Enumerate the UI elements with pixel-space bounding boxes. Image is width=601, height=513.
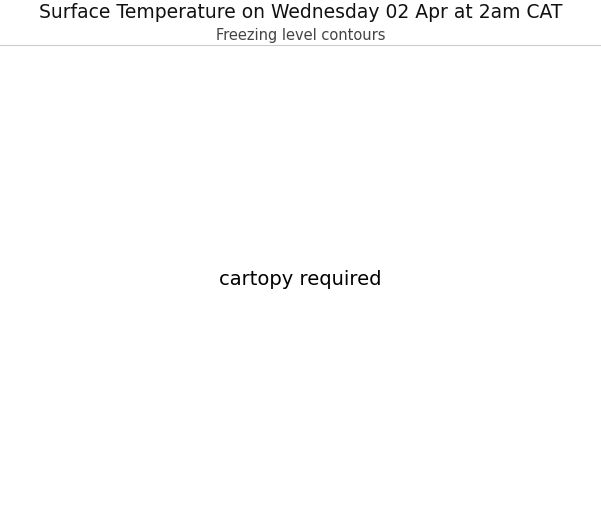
Text: Freezing level contours: Freezing level contours (216, 28, 385, 43)
Text: cartopy required: cartopy required (219, 269, 382, 289)
Text: Surface Temperature on Wednesday 02 Apr at 2am CAT: Surface Temperature on Wednesday 02 Apr … (38, 3, 563, 22)
